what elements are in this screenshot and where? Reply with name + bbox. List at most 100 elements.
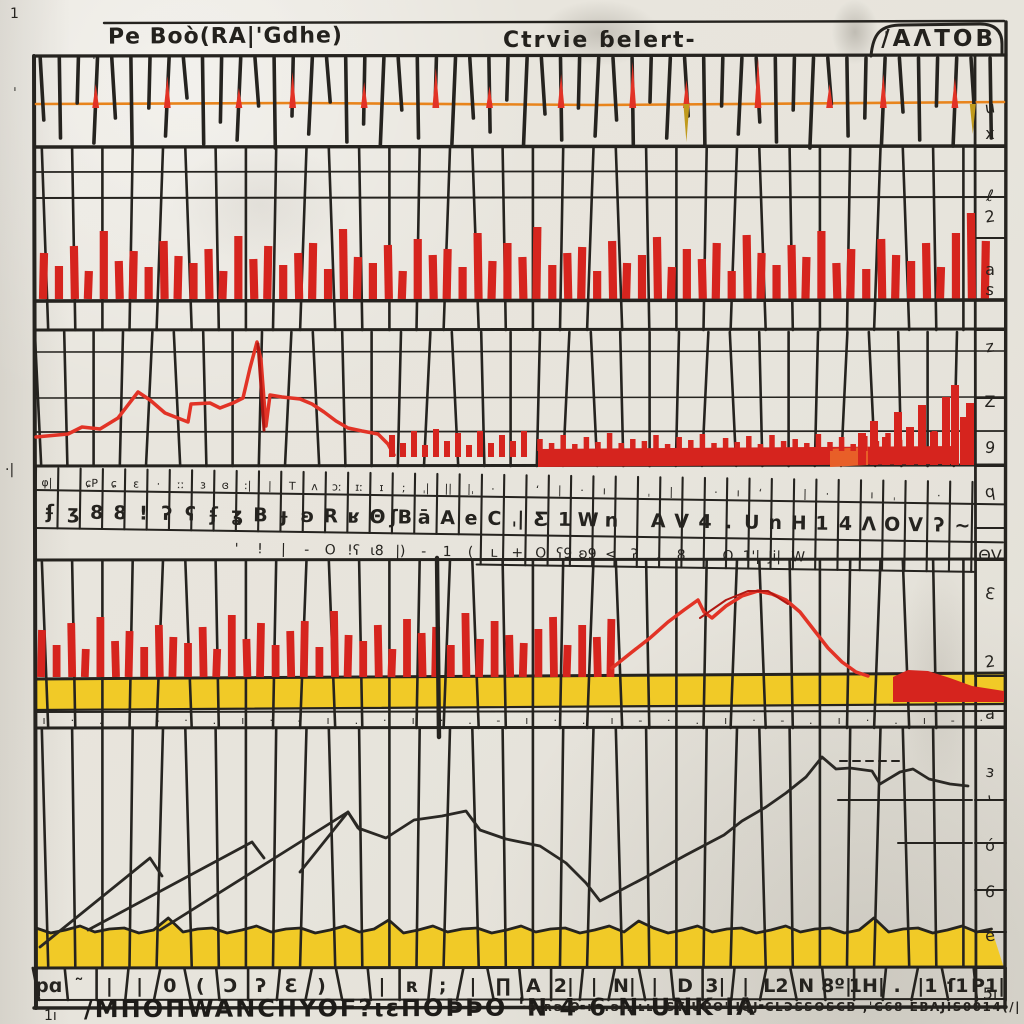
svg-text:!: !: [257, 541, 263, 557]
svg-text:2: 2: [984, 651, 997, 671]
yellow-bands: [34, 671, 1006, 968]
svg-text:ā: ā: [418, 507, 431, 529]
svg-text:8º|: 8º|: [821, 975, 852, 997]
svg-text:ı: ı: [128, 714, 131, 727]
svg-text:|: |: [803, 487, 807, 500]
svg-text:ʁ: ʁ: [348, 506, 361, 528]
svg-text:6: 6: [984, 881, 997, 901]
svg-text:5ı: 5ı: [983, 984, 998, 1003]
svg-text:ɟ: ɟ: [279, 505, 287, 527]
svg-text:·: ·: [866, 714, 870, 727]
svg-text:·: ·: [157, 478, 161, 491]
svg-text:U: U: [744, 512, 760, 534]
svg-text:': ': [986, 792, 993, 811]
svg-text:|: |: [268, 479, 272, 492]
svg-text:V: V: [908, 514, 923, 536]
svg-text:x: x: [985, 124, 994, 143]
svg-text:.: .: [725, 511, 733, 533]
svg-text:|: |: [281, 542, 286, 558]
svg-text:V: V: [674, 510, 689, 532]
svg-text:ɜ: ɜ: [200, 478, 206, 491]
svg-text:ʌ: ʌ: [311, 480, 318, 493]
svg-text:ˌ: ˌ: [647, 485, 650, 498]
svg-text:ɞ: ɞ: [222, 479, 230, 492]
svg-text:~: ~: [954, 515, 970, 537]
svg-text:1: 1: [815, 513, 829, 535]
svg-text:·: ·: [71, 714, 75, 727]
svg-text:+: +: [511, 545, 523, 561]
svg-text:ʒ: ʒ: [67, 501, 79, 523]
svg-text:3|: 3|: [705, 975, 725, 997]
svg-text:2|: 2|: [554, 975, 574, 997]
tick-row: ı ·. ı - ·. ı · - ı. · ı ·. - ı ·. ı - ·. ı · -. ı ·. ı - ·: [42, 714, 982, 727]
svg-text:|: |: [742, 975, 749, 997]
svg-text:ˈ: ˈ: [92, 54, 96, 70]
svg-text:N: N: [798, 975, 814, 997]
svg-text:ʚ: ʚ: [300, 505, 314, 527]
header-title-center: Ctrvie ɓelert-: [503, 28, 697, 53]
svg-text:ı: ı: [326, 714, 329, 727]
frame: [32, 19, 1008, 1010]
svg-text:(: (: [196, 975, 205, 997]
svg-text:ı: ı: [737, 486, 740, 499]
header-title-left: Pe Boò(RA|'Gdhe): [107, 23, 344, 50]
svg-text:ı: ı: [241, 714, 244, 727]
svg-text:ſ1: ſ1: [947, 975, 969, 997]
svg-text:u: u: [984, 97, 997, 117]
svg-text:·: ·: [714, 486, 718, 499]
strip3-line-band: [34, 340, 974, 467]
svg-text:ɜ: ɜ: [985, 762, 996, 782]
svg-text:A: A: [440, 507, 455, 529]
svg-text:O: O: [535, 545, 546, 561]
svg-text:|: |: [379, 975, 386, 997]
svg-text:pɑ: pɑ: [35, 975, 62, 997]
svg-text:a: a: [985, 260, 995, 279]
svg-text:ı: ı: [42, 714, 45, 727]
svg-text:!ʕ: !ʕ: [347, 543, 360, 559]
svg-text:.: .: [894, 714, 898, 727]
svg-text:D: D: [677, 975, 693, 997]
strip2-red-bars: [34, 212, 1006, 303]
svg-text:a: a: [985, 704, 995, 723]
svg-text:ʻ: ʻ: [759, 487, 763, 500]
svg-text:ı: ı: [923, 714, 926, 727]
svg-text:·: ·: [269, 714, 273, 727]
svg-text:·: ·: [491, 483, 495, 496]
bottom-caption-small: ·ʚ.ʀʚ Ǒ·ı| .ʚı. ʟʟ. ST UPO' IQJ CLƆSSOSC…: [522, 1000, 1022, 1014]
svg-text:Θ: Θ: [369, 506, 385, 528]
svg-text:-: -: [951, 714, 955, 727]
svg-text:Ji|: Ji|: [767, 549, 781, 565]
svg-text:·: ·: [440, 714, 444, 727]
svg-text:ɛ: ɛ: [133, 477, 139, 490]
svg-text:O: O: [325, 542, 336, 558]
svg-text:-: -: [304, 542, 309, 558]
svg-text:): ): [317, 975, 326, 997]
svg-text:e: e: [464, 507, 477, 529]
svg-text:n: n: [768, 512, 782, 534]
svg-text:8: 8: [90, 502, 104, 524]
svg-text:ʚ9: ʚ9: [578, 546, 596, 562]
svg-text:1'|: 1'|: [742, 548, 760, 564]
svg-text:s: s: [985, 280, 996, 300]
svg-text:|): |): [395, 543, 405, 559]
svg-text:ι8: ι8: [370, 543, 384, 559]
svg-text:ʄ: ʄ: [208, 504, 218, 526]
svg-text:ı: ı: [610, 714, 613, 727]
svg-text:R: R: [323, 505, 338, 527]
svg-text:ʕ: ʕ: [185, 503, 196, 525]
svg-text:·: ·: [553, 714, 557, 727]
svg-text:∏: ∏: [496, 975, 511, 997]
strip1-seismogram: [34, 56, 1006, 150]
svg-text:|ˌ: |ˌ: [467, 482, 474, 495]
svg-text:ʔ: ʔ: [255, 975, 266, 997]
svg-text:P1|: P1|: [971, 975, 1005, 997]
strip4-bars-line: [37, 555, 1004, 740]
svg-text:φ|: φ|: [41, 476, 52, 489]
bottom-cells: pɑ ˜ | | 0 (Ɔ ʔ Ɛ) | ʀ; | ∏ A 2| | N| | D 3| | L2 N 8º|1H|. |1 ſ…: [35, 975, 1005, 997]
svg-text:z: z: [984, 337, 995, 357]
svg-text:A: A: [526, 975, 541, 997]
svg-text:ʻ: ʻ: [536, 483, 540, 496]
svg-text:ɪː: ɪː: [355, 481, 363, 494]
svg-text::|: :|: [244, 479, 252, 492]
